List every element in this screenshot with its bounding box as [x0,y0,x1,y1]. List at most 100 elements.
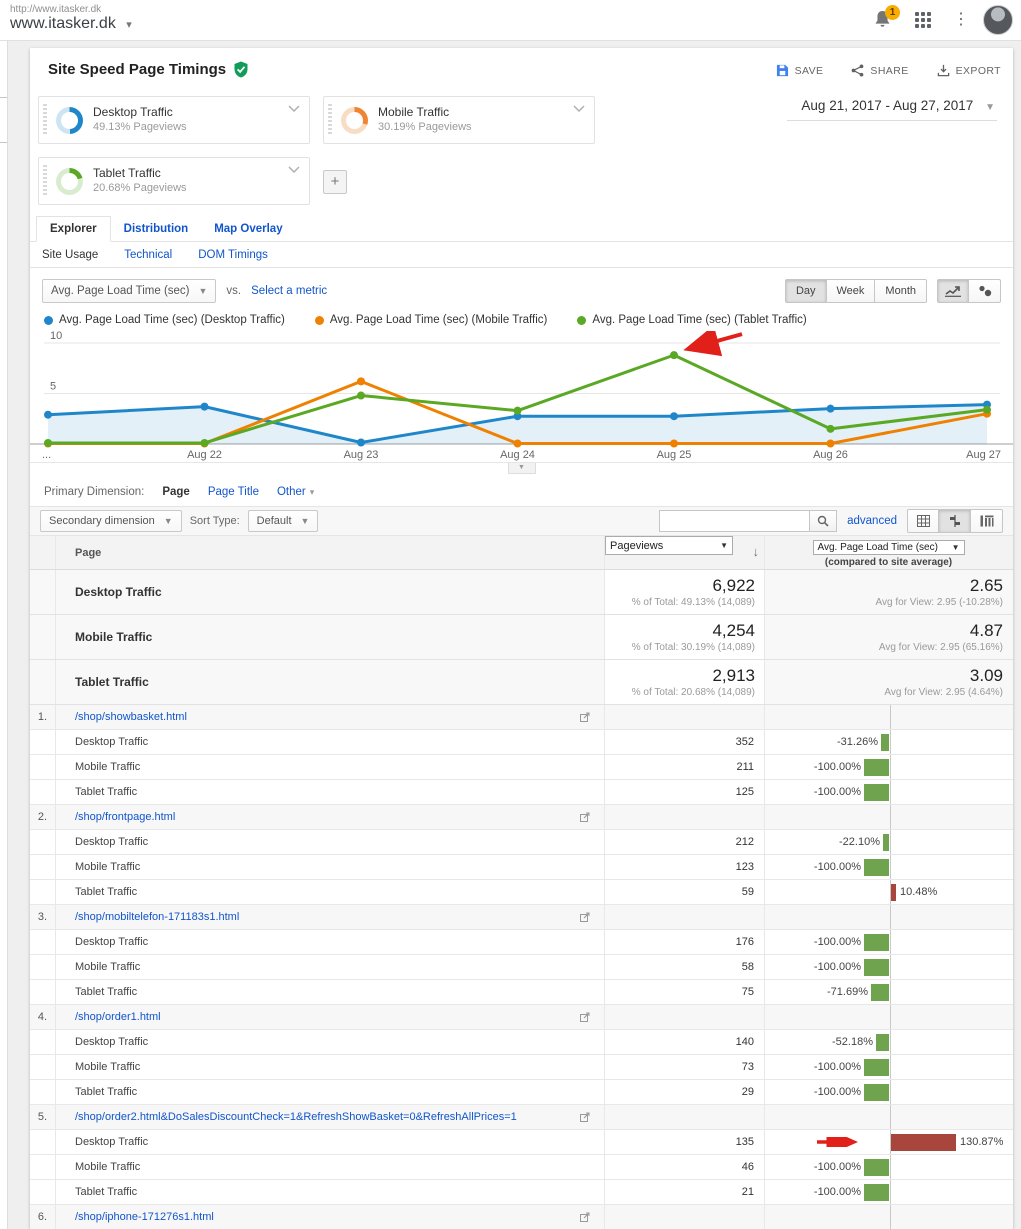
external-link-icon[interactable] [580,912,590,925]
load-time-column-select[interactable]: Avg. Page Load Time (sec) ▼ [812,540,965,555]
chevron-down-icon: ▾ [309,487,315,497]
segment-name-cell: Desktop Traffic [56,830,604,854]
subtab-technical[interactable]: Technical [124,248,173,261]
dimension-page-title[interactable]: Page Title [207,486,259,498]
notifications-button[interactable]: 1 [873,5,900,31]
page-row: 1. /shop/showbasket.html [30,705,1013,730]
external-link-icon[interactable] [580,1012,590,1025]
pageviews-cell [604,1005,764,1029]
pageviews-value: 176 [735,936,754,948]
segment-card-desktop[interactable]: Desktop Traffic 49.13% Pageviews [38,96,310,144]
segment-name: Tablet Traffic [75,1186,138,1198]
drag-handle[interactable] [43,104,47,136]
page-url-link[interactable]: /shop/order1.html [75,1011,161,1023]
drag-handle[interactable] [328,104,332,136]
date-range-picker[interactable]: Aug 21, 2017 - Aug 27, 2017 ▼ [787,98,997,121]
property-switcher[interactable]: www.itasker.dk ▾ [10,15,132,33]
sort-direction-icon[interactable]: ↓ [752,544,760,559]
comparison-axis [890,855,891,879]
page-url-link[interactable]: /shop/showbasket.html [75,711,187,723]
page-url-cell: /shop/frontpage.html [56,805,604,829]
legend-label: Avg. Page Load Time (sec) (Mobile Traffi… [329,314,548,326]
donut-chart [56,168,83,195]
advanced-link[interactable]: advanced [847,515,897,527]
avatar[interactable] [983,5,1013,35]
segment-name: Desktop Traffic [93,105,173,119]
search-input[interactable] [659,510,810,532]
comparison-percent: -100.00% [813,786,861,798]
pageviews-column-select[interactable]: Pageviews ▼ [605,536,733,555]
collapsed-sidebar[interactable] [0,41,8,1229]
comparison-bar [891,884,896,901]
export-button[interactable]: EXPORT [937,64,1001,77]
comparison-axis [890,705,891,729]
row-number: 4. [37,1011,48,1023]
segment-name: Desktop Traffic [75,585,162,599]
add-segment-button[interactable]: + [323,170,347,194]
pivot-view-button[interactable] [971,509,1003,533]
chevron-down-icon[interactable] [288,105,300,112]
page-row: 3. /shop/mobiltelefon-171183s1.html [30,905,1013,930]
page-url-link[interactable]: /shop/frontpage.html [75,811,176,823]
external-link-icon[interactable] [580,1212,590,1225]
page-url-link[interactable]: /shop/order2.html&DoSalesDiscountCheck=1… [75,1111,517,1123]
external-link-icon[interactable] [580,812,590,825]
segment-name: Tablet Traffic [75,886,138,898]
dimension-other[interactable]: Other ▾ [277,486,314,498]
segment-sub-row: Tablet Traffic 75 -71.69% [30,980,1013,1005]
comparison-bar [881,734,889,751]
granularity-week-button[interactable]: Week [826,279,876,303]
tab-map-overlay[interactable]: Map Overlay [214,223,283,235]
row-number-cell [30,755,56,779]
legend-item[interactable]: Avg. Page Load Time (sec) (Mobile Traffi… [314,314,548,326]
external-link-icon[interactable] [580,712,590,725]
sort-type-button[interactable]: Default ▼ [247,510,319,532]
subtab-site-usage[interactable]: Site Usage [42,248,99,261]
comparison-bar [876,1034,889,1051]
segment-name: Mobile Traffic [378,105,450,119]
save-button[interactable]: SAVE [776,64,824,77]
segment-sub-row: Tablet Traffic 29 -100.00% [30,1080,1013,1105]
chart-expander[interactable]: ▼ [507,463,536,474]
page-url-link[interactable]: /shop/iphone-171276s1.html [75,1211,214,1223]
segment-card-tablet[interactable]: Tablet Traffic 20.68% Pageviews [38,157,310,205]
comparison-percent: -100.00% [813,961,861,973]
dimension-page[interactable]: Page [162,486,190,498]
export-icon [937,64,949,77]
row-number-cell [30,1155,56,1179]
legend-item[interactable]: Avg. Page Load Time (sec) (Tablet Traffi… [577,314,807,326]
chevron-down-icon[interactable] [288,166,300,173]
summary-load-cell: 4.87 Avg for View: 2.95 (65.16%) [764,615,1012,659]
subtab-dom-timings[interactable]: DOM Timings [198,248,268,261]
red-arrow-annotation [815,1128,861,1156]
pageviews-cell: 140 [604,1030,764,1054]
page-row: 4. /shop/order1.html [30,1005,1013,1030]
apps-grid-icon[interactable] [915,12,931,28]
tab-explorer[interactable]: Explorer [36,216,111,242]
search-button[interactable] [809,510,838,532]
line-chart-view-button[interactable] [937,279,969,303]
granularity-month-button[interactable]: Month [875,279,927,303]
chevron-down-icon[interactable] [573,105,585,112]
metric-dropdown[interactable]: Avg. Page Load Time (sec) ▼ [42,279,217,303]
load-time-subheader: (compared to site average) [824,557,953,568]
table-view-button[interactable] [907,509,939,533]
granularity-day-button[interactable]: Day [784,279,827,303]
segment-sub-row: Tablet Traffic 21 -100.00% [30,1180,1013,1205]
select-metric-link[interactable]: Select a metric [251,285,328,297]
comparison-percent: -100.00% [813,1161,861,1173]
page-url-link[interactable]: /shop/mobiltelefon-171183s1.html [75,911,240,923]
legend-item[interactable]: Avg. Page Load Time (sec) (Desktop Traff… [44,314,285,326]
external-link-icon[interactable] [580,1112,590,1125]
overflow-menu-icon[interactable]: ⋮ [953,11,969,28]
secondary-dimension-button[interactable]: Secondary dimension ▼ [40,510,182,532]
segment-card-mobile[interactable]: Mobile Traffic 30.19% Pageviews [323,96,595,144]
share-icon [852,64,864,77]
sidebar-divider [0,142,7,143]
drag-handle[interactable] [43,165,47,197]
tab-distribution[interactable]: Distribution [123,223,189,235]
comparison-percent: 10.48% [900,886,938,898]
motion-chart-view-button[interactable] [969,279,1001,303]
share-button[interactable]: SHARE [851,64,908,77]
comparison-view-button[interactable] [939,509,971,533]
